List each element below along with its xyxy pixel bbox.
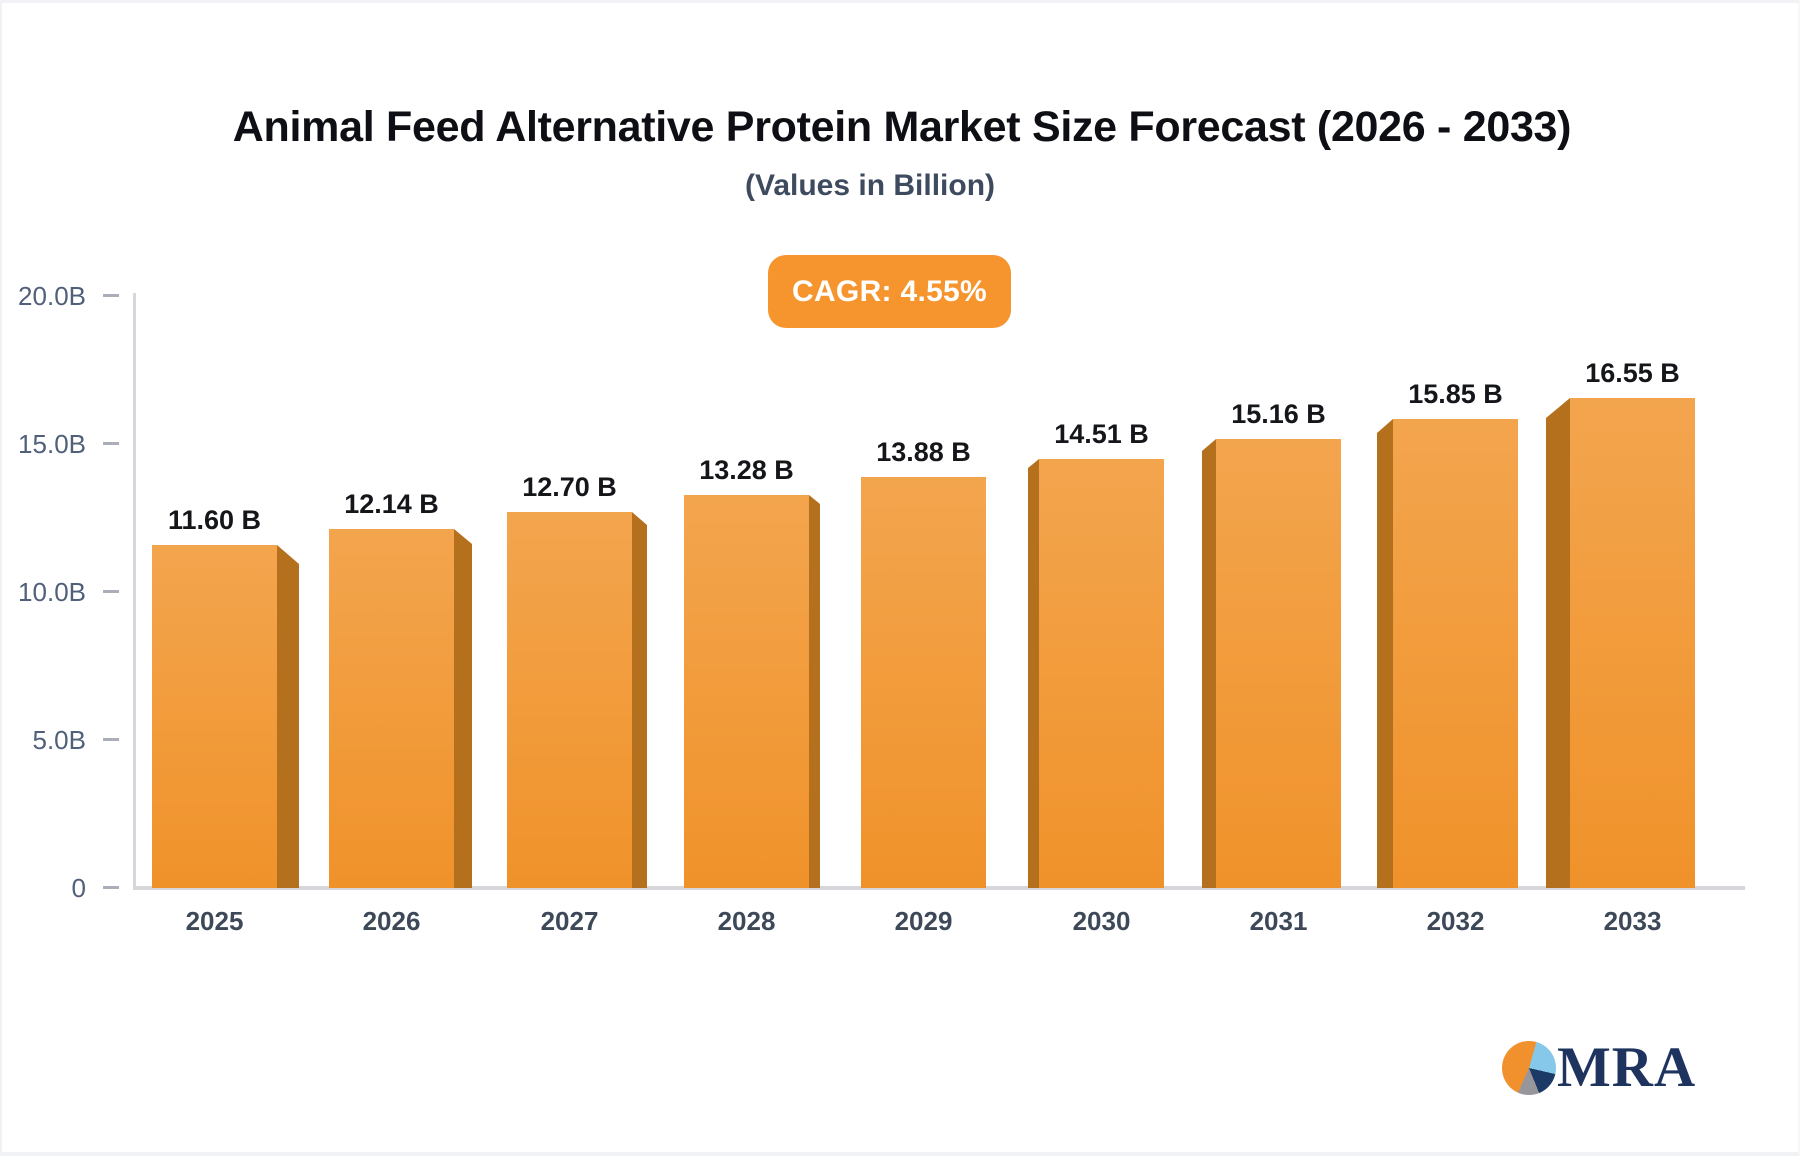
bar-face-2031 [1216,439,1341,888]
bar-face-2030 [1039,459,1164,888]
bar-face-2033 [1570,398,1695,888]
y-axis-tick [103,738,119,741]
y-axis-tick [103,442,119,445]
cagr-badge: CAGR: 4.55% [768,255,1012,328]
chart-title: Animal Feed Alternative Protein Market S… [232,103,1572,151]
bar-2028[interactable]: 13.28 B [684,455,820,888]
x-axis-label-2033: 2033 [1603,906,1662,936]
x-axis-label-2026: 2026 [362,906,421,936]
pie-chart-logo-icon [1502,1041,1556,1095]
x-axis-label-2030: 2030 [1072,906,1131,936]
bar-face-2025 [152,545,277,888]
bar-value-label-2029: 13.88 B [876,437,971,467]
y-axis-label: 10.0B [18,577,86,607]
y-axis-label: 15.0B [18,429,86,459]
x-axis-label-2025: 2025 [185,906,244,936]
bar-2032[interactable]: 15.85 B [1377,379,1518,888]
bar-3d-side-2032 [1377,419,1393,888]
y-axis-tick [103,294,119,297]
x-axis-label-2028: 2028 [717,906,776,936]
bar-3d-side-2033 [1546,398,1570,888]
brand-logo: MRA [1502,1036,1697,1099]
bar-3d-side-2027 [632,512,647,888]
bar-3d-side-2026 [454,529,472,888]
bar-face-2029 [861,477,986,888]
bar-2033[interactable]: 16.55 B [1546,358,1695,888]
bar-value-label-2033: 16.55 B [1585,358,1680,388]
bar-3d-side-2030 [1028,459,1039,888]
y-axis-label: 20.0B [18,281,86,311]
y-axis-label: 0 [71,873,86,903]
bar-2026[interactable]: 12.14 B [329,489,472,888]
bar-2030[interactable]: 14.51 B [1028,419,1164,888]
brand-logo-text: MRA [1557,1036,1697,1099]
bar-face-2027 [507,512,632,888]
bar-face-2026 [329,529,454,888]
bar-value-label-2031: 15.16 B [1231,399,1326,429]
bar-3d-side-2031 [1202,439,1216,888]
bar-value-label-2032: 15.85 B [1408,379,1503,409]
bar-face-2032 [1393,419,1518,888]
y-axis-tick [103,590,119,593]
x-axis-label-2029: 2029 [894,906,953,936]
chart-subtitle: (Values in Billion) [744,169,996,202]
bar-3d-side-2028 [809,495,820,888]
bar-face-2028 [684,495,809,888]
bar-value-label-2025: 11.60 B [167,505,262,535]
bar-value-label-2030: 14.51 B [1054,419,1149,449]
bar-3d-side-2025 [277,545,299,888]
x-axis-label-2027: 2027 [540,906,599,936]
bar-value-label-2027: 12.70 B [522,472,617,502]
bar-2029[interactable]: 13.88 B [861,437,986,888]
x-axis-label-2031: 2031 [1249,906,1308,936]
y-axis-tick [103,886,119,889]
y-axis-line [133,293,136,890]
cagr-badge-label: CAGR: 4.55% [792,274,988,308]
bar-2025[interactable]: 11.60 B [152,505,299,888]
bar-2027[interactable]: 12.70 B [507,472,647,888]
bar-value-label-2026: 12.14 B [344,489,439,519]
x-axis-baseline [133,886,1745,890]
y-axis-label: 5.0B [32,725,87,755]
bar-2031[interactable]: 15.16 B [1202,399,1341,888]
x-axis-label-2032: 2032 [1426,906,1485,936]
bar-value-label-2028: 13.28 B [699,455,794,485]
